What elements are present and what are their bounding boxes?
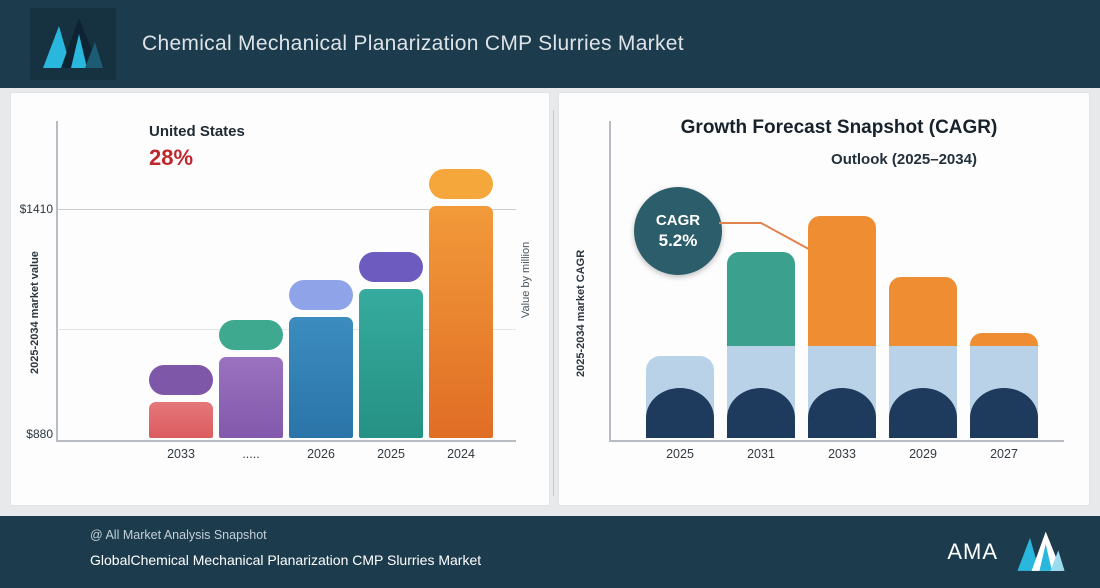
panel-divider	[553, 110, 554, 496]
y-tick-880: $880	[26, 427, 53, 441]
right-x-axis-line	[609, 440, 1064, 442]
left-bar-column	[429, 169, 493, 438]
footer-tagline: @ All Market Analysis Snapshot	[90, 528, 267, 542]
right-bars-row	[646, 216, 1038, 438]
cagr-badge: CAGR 5.2%	[634, 187, 722, 275]
left-bar-column	[219, 320, 283, 438]
right-bar-column	[727, 252, 795, 438]
ama-logo-container	[30, 8, 116, 80]
header-bar: Chemical Mechanical Planarization CMP Sl…	[0, 0, 1100, 88]
bar-body	[219, 357, 283, 438]
x-axis-tick-label: 2029	[909, 447, 937, 461]
right-bar-column	[646, 356, 714, 438]
bar-body	[359, 289, 423, 438]
bar-body	[289, 317, 353, 438]
right-labels-row: 2025 2031 2033 2029 2027	[646, 447, 1038, 461]
right-chart-title: Growth Forecast Snapshot (CAGR)	[680, 117, 998, 138]
ama-logo-icon	[43, 18, 103, 68]
left-y-axis-label: 2025-2034 market value	[29, 251, 41, 375]
left-y-axis-line	[56, 121, 58, 441]
bar-body	[149, 402, 213, 438]
left-chart-panel: United States 28% 2025-2034 market value…	[10, 92, 550, 506]
bar-top-segment	[727, 252, 795, 346]
bar-base-segment	[889, 388, 957, 438]
page-title: Chemical Mechanical Planarization CMP Sl…	[142, 32, 684, 55]
x-axis-tick-label: 2025	[666, 447, 694, 461]
bar-base-segment	[727, 388, 795, 438]
bar-cap-icon	[429, 169, 493, 199]
footer-bar: @ All Market Analysis Snapshot GlobalChe…	[0, 516, 1100, 588]
ama-logo-icon	[1017, 531, 1065, 571]
bar-cap-icon	[149, 365, 213, 395]
x-axis-tick-label: 2031	[747, 447, 775, 461]
x-axis-tick-label: 2033	[167, 447, 195, 461]
left-labels-row: 2033..... 2026 2025 2024	[149, 447, 493, 461]
bar-base-segment	[808, 388, 876, 438]
right-y-axis-label: 2025-2034 market CAGR	[575, 249, 587, 377]
footer-report-title: GlobalChemical Mechanical Planarization …	[90, 552, 482, 568]
left-bar-column	[289, 280, 353, 438]
right-bar-column	[889, 277, 957, 438]
left-bars-row	[149, 169, 493, 438]
footer-brand: AMA	[947, 530, 1070, 574]
left-bar-column	[359, 252, 423, 438]
cagr-badge-value: 5.2%	[658, 230, 698, 250]
bar-top-segment	[808, 216, 876, 346]
left-x-axis-line	[56, 440, 516, 442]
gridline-mid	[57, 329, 516, 330]
bar-base-segment	[646, 388, 714, 438]
right-chart-subtitle: Outlook (2025–2034)	[831, 151, 977, 168]
x-axis-tick-label: 2033	[828, 447, 856, 461]
bar-top-segment	[889, 277, 957, 346]
right-bar-column	[808, 216, 876, 438]
bar-body	[429, 206, 493, 438]
x-axis-tick-label: 2025	[377, 447, 405, 461]
bar-base-segment	[970, 388, 1038, 438]
bar-top-segment	[970, 333, 1038, 346]
x-axis-tick-label: .....	[242, 447, 260, 461]
connector-line	[719, 222, 817, 254]
x-axis-tick-label: 2024	[447, 447, 475, 461]
gridline-1410	[57, 209, 516, 210]
brand-text: AMA	[947, 539, 998, 564]
right-chart-panel: Growth Forecast Snapshot (CAGR) Outlook …	[558, 92, 1090, 506]
country-label: United States	[149, 123, 245, 140]
right-bar-column	[970, 333, 1038, 438]
bar-cap-icon	[219, 320, 283, 350]
bar-cap-icon	[359, 252, 423, 282]
value-by-million-label: Value by million	[520, 241, 532, 319]
cagr-badge-label: CAGR	[655, 211, 701, 229]
highlight-percentage: 28%	[149, 145, 194, 170]
bar-cap-icon	[289, 280, 353, 310]
x-axis-tick-label: 2027	[990, 447, 1018, 461]
x-axis-tick-label: 2026	[307, 447, 335, 461]
right-y-axis-line	[609, 121, 611, 441]
left-bar-column	[149, 365, 213, 438]
y-tick-1410: $1410	[19, 202, 53, 216]
